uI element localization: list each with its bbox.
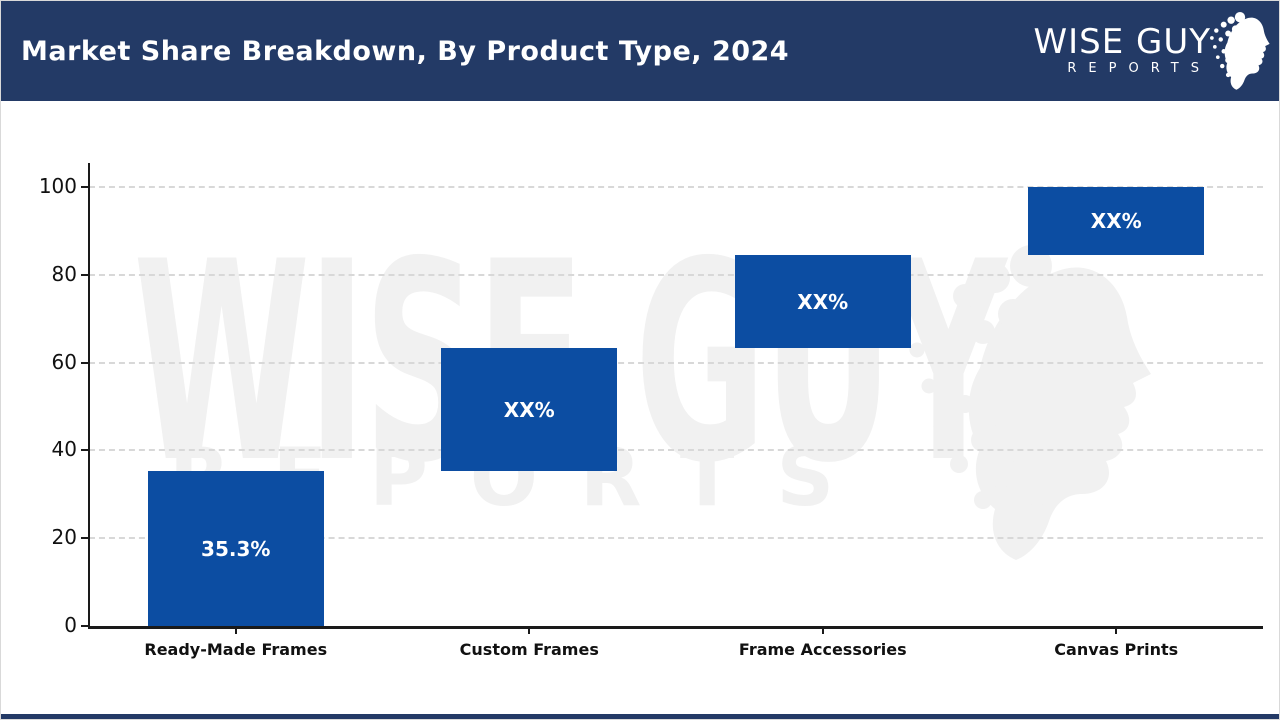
chart-title: Market Share Breakdown, By Product Type,… xyxy=(21,35,790,67)
x-axis-tick-mark xyxy=(528,626,531,634)
bar-ready-made-frames: 35.3% xyxy=(147,471,324,626)
logo-subtitle: REPORTS xyxy=(1067,61,1211,76)
x-axis-category-label: Frame Accessories xyxy=(738,640,907,659)
gridline-20 xyxy=(89,537,1263,540)
y-axis-tick-label: 80 xyxy=(51,261,77,286)
y-axis-tick-mark xyxy=(81,537,88,540)
x-axis-category-label: Custom Frames xyxy=(459,640,599,659)
y-axis-tick-mark xyxy=(81,625,88,627)
x-axis-spine xyxy=(88,626,1263,629)
footer-bar xyxy=(1,714,1279,719)
wise-guy-reports-logo: WISE GUY REPORTS xyxy=(1003,5,1273,97)
bar-custom-frames: XX% xyxy=(441,348,618,472)
logo-text: WISE GUY REPORTS xyxy=(1033,23,1211,77)
y-axis-tick-mark xyxy=(81,273,88,276)
x-axis-category-label: Ready-Made Frames xyxy=(144,640,328,659)
y-axis-tick-label: 0 xyxy=(64,613,77,637)
logo-head-icon xyxy=(1210,12,1270,90)
bar-value-label: XX% xyxy=(1090,209,1142,234)
bar-value-label: XX% xyxy=(797,289,849,314)
y-axis-tick-label: 60 xyxy=(51,349,77,374)
bar-chart: 0 20 40 60 80 100 35.3% Ready-Made Frames XX% Cus… xyxy=(1,101,1279,716)
gridline-40 xyxy=(89,449,1263,452)
header-bar: Market Share Breakdown, By Product Type,… xyxy=(1,1,1279,101)
y-axis-tick-mark xyxy=(81,449,88,452)
y-axis-tick-label: 100 xyxy=(38,174,77,198)
watermark-head-icon xyxy=(909,245,1151,560)
x-axis-category-label: Canvas Prints xyxy=(1054,640,1179,659)
y-axis-tick-label: 40 xyxy=(51,437,77,462)
gridline-100 xyxy=(89,186,1263,188)
y-axis-tick-mark xyxy=(81,186,88,188)
y-axis-spine xyxy=(88,163,90,628)
bar-value-label: 35.3% xyxy=(201,536,271,561)
x-axis-tick-mark xyxy=(1115,626,1118,634)
logo-wordmark: WISE GUY xyxy=(1033,22,1211,62)
y-axis-tick-mark xyxy=(81,361,88,364)
bar-frame-accessories: XX% xyxy=(734,255,911,349)
y-axis-tick-label: 20 xyxy=(51,525,77,550)
x-axis-tick-mark xyxy=(821,626,824,634)
gridline-80 xyxy=(89,273,1263,276)
gridline-60 xyxy=(89,361,1263,364)
x-axis-tick-mark xyxy=(234,626,237,634)
bar-canvas-prints: XX% xyxy=(1028,187,1205,256)
bar-value-label: XX% xyxy=(503,397,555,422)
